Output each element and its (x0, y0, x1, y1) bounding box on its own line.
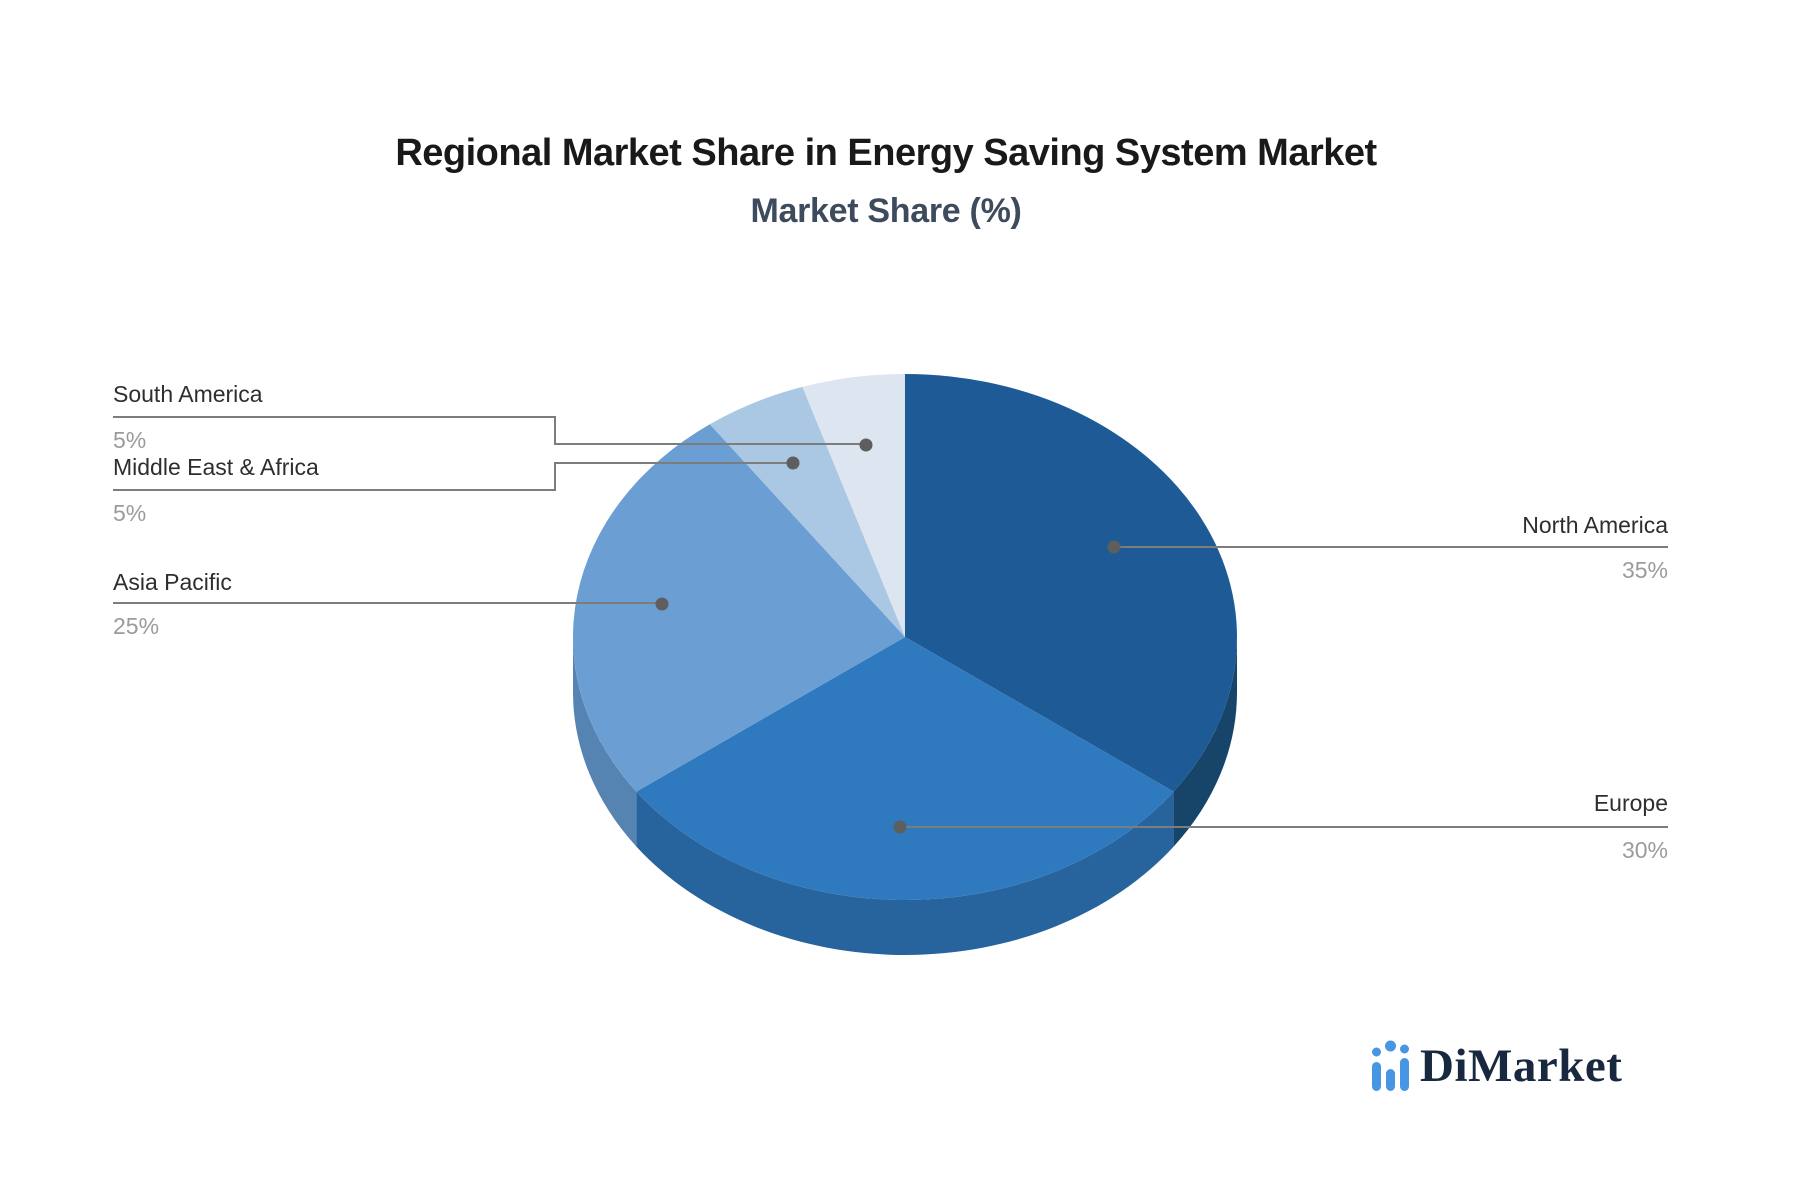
pie-slice-south-america[interactable] (802, 374, 905, 637)
pie-slice-side-europe (636, 791, 1174, 956)
pie-slice-middle-east-africa[interactable] (709, 386, 905, 637)
label-middle-east-africa: Middle East & Africa (113, 454, 319, 480)
logo-dot (1372, 1047, 1381, 1057)
leader-line-south-america (113, 416, 866, 445)
label-north-america: North America (1522, 512, 1668, 538)
logo-text: DiMarket (1420, 1040, 1623, 1092)
dimarket-logo: DiMarket (1366, 1040, 1622, 1092)
leader-line-middle-east-africa (113, 462, 793, 491)
chart-subtitle: Market Share (%) (750, 192, 1022, 230)
pct-middle-east-africa: 5% (113, 500, 147, 526)
leader-dot-europe (893, 820, 907, 834)
leader-dot-south-america (859, 438, 873, 452)
label-south-america: South America (113, 381, 263, 407)
pie-slice-asia-pacific[interactable] (572, 424, 905, 792)
leader-dot-north-america (1107, 540, 1121, 554)
chart-title: Regional Market Share in Energy Saving S… (395, 132, 1377, 174)
logo-dot (1400, 1044, 1409, 1054)
label-asia-pacific: Asia Pacific (113, 569, 232, 595)
pie-slice-side-asia-pacific (573, 637, 637, 847)
logo-dot (1385, 1040, 1396, 1052)
pct-south-america: 5% (113, 427, 147, 453)
bar-chart-icon (1372, 1040, 1409, 1091)
logo-bar (1400, 1058, 1409, 1091)
pie-slice-side-north-america (1173, 637, 1237, 847)
leader-dot-middle-east-africa (786, 456, 800, 470)
leader-dot-asia-pacific (655, 597, 669, 611)
label-europe: Europe (1593, 790, 1668, 816)
pie-slice-europe[interactable] (636, 637, 1174, 901)
logo-bar (1372, 1062, 1381, 1091)
pct-asia-pacific: 25% (113, 613, 160, 639)
logo-bar (1386, 1069, 1395, 1091)
pct-north-america: 35% (1621, 557, 1668, 583)
pie-slice-north-america[interactable] (905, 374, 1237, 792)
pct-europe: 30% (1621, 837, 1668, 863)
